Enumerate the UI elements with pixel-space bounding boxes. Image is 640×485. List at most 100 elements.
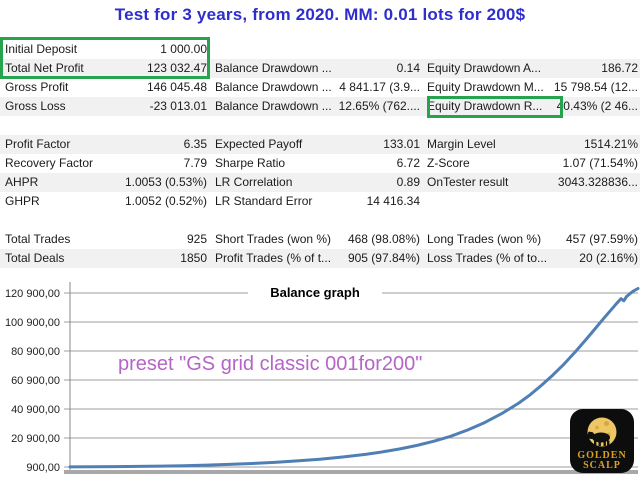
- stats-cell: Profit Trades (% of t... 905 (97.84%): [215, 249, 423, 268]
- y-tick-label: 80 900,00: [11, 346, 60, 358]
- stat-label: Profit Factor: [5, 137, 71, 151]
- stats-cell: GHPR 1.0052 (0.52%): [0, 192, 210, 211]
- stats-cell: Equity Drawdown R... 40.43% (2 46...: [427, 97, 640, 116]
- stat-value: 20 (2.16%): [579, 251, 638, 265]
- stat-value: 146 045.48: [146, 80, 207, 94]
- stats-cell: Loss Trades (% of to... 20 (2.16%): [427, 249, 640, 268]
- stat-label: Equity Drawdown R...: [427, 99, 543, 113]
- chart-gridlines: [64, 292, 638, 468]
- stats-cell: Margin Level 1514.21%: [427, 135, 640, 154]
- stats-row: Recovery Factor 7.79 Sharpe Ratio 6.72 Z-Sco…: [0, 154, 640, 173]
- stats-row: Total Deals 1850 Profit Trades (% of t... 9…: [0, 249, 640, 268]
- stats-section-ratios: Profit Factor 6.35 Expected Payoff 133.01 Ma…: [0, 135, 640, 211]
- chart-tick-labels: 120 900,00 100 900,00 80 900,00 60 900,00 40…: [5, 288, 60, 474]
- stats-cell: Gross Profit 146 045.48: [0, 78, 210, 97]
- stats-cell: LR Standard Error 14 416.34: [215, 192, 423, 211]
- stats-cell: [427, 192, 640, 211]
- stat-label: Initial Deposit: [5, 42, 78, 56]
- stat-label: Total Net Profit: [5, 61, 84, 75]
- stat-value: 905 (97.84%): [347, 251, 420, 265]
- stat-value: 1514.21%: [583, 137, 638, 151]
- stats-row: Gross Profit 146 045.48 Balance Drawdown .…: [0, 78, 640, 97]
- stat-label: Loss Trades (% of to...: [427, 251, 548, 265]
- y-tick-label: 60 900,00: [11, 375, 60, 387]
- stats-row: GHPR 1.0052 (0.52%) LR Standard Error 14 41…: [0, 192, 640, 211]
- stat-label: Equity Drawdown M...: [427, 80, 544, 94]
- stats-cell: Expected Payoff 133.01: [215, 135, 423, 154]
- stat-value: 1850: [180, 251, 207, 265]
- stat-label: Sharpe Ratio: [215, 156, 286, 170]
- stats-row: Total Net Profit 123 032.47 Balance Drawdo…: [0, 59, 640, 78]
- stat-label: GHPR: [5, 194, 40, 208]
- bear-icon: [587, 431, 610, 446]
- stat-label: Long Trades (won %): [427, 232, 542, 246]
- stats-cell: Balance Drawdown ... 12.65% (762....: [215, 97, 423, 116]
- y-tick-label: 120 900,00: [5, 288, 60, 300]
- stats-row: AHPR 1.0053 (0.53%) LR Correlation 0.89 OnTe…: [0, 173, 640, 192]
- stat-value: 15 798.54 (12...: [553, 80, 638, 94]
- stat-value: 123 032.47: [146, 61, 207, 75]
- stat-value: 0.89: [396, 175, 420, 189]
- stats-row: Initial Deposit 1 000.00: [0, 40, 640, 59]
- stats-cell: Sharpe Ratio 6.72: [215, 154, 423, 173]
- stat-label: Total Deals: [5, 251, 65, 265]
- stats-cell: Short Trades (won %) 468 (98.08%): [215, 230, 423, 249]
- stats-cell: Total Net Profit 123 032.47: [0, 59, 210, 78]
- stats-cell: Recovery Factor 7.79: [0, 154, 210, 173]
- balance-chart-svg: 120 900,00 100 900,00 80 900,00 60 900,00 40…: [5, 282, 640, 474]
- stats-section-profit: Initial Deposit 1 000.00 Total Net Profit 1…: [0, 40, 640, 116]
- stat-value: 1.0052 (0.52%): [124, 194, 207, 208]
- stat-label: Short Trades (won %): [215, 232, 332, 246]
- x-axis-baseline: [64, 470, 638, 474]
- stat-value: 12.65% (762....: [338, 99, 420, 113]
- y-tick-label: 100 900,00: [5, 317, 60, 329]
- stats-cell: Gross Loss -23 013.01: [0, 97, 210, 116]
- chart-title-backing: [248, 286, 382, 300]
- y-tick-label: 20 900,00: [11, 433, 60, 445]
- stat-value: 1.07 (71.54%): [562, 156, 638, 170]
- balance-line-series: [68, 287, 640, 469]
- stats-row: Total Trades 925 Short Trades (won %) 468 (…: [0, 230, 640, 249]
- stats-section-trades: Total Trades 925 Short Trades (won %) 468 (…: [0, 230, 640, 268]
- golden-scalp-logo: GOLDEN SCALP: [570, 409, 634, 473]
- stats-cell: Profit Factor 6.35: [0, 135, 210, 154]
- stat-label: LR Standard Error: [215, 194, 313, 208]
- chart-title: Balance graph: [270, 285, 360, 300]
- preset-annotation: preset "GS grid classic 001for200": [118, 353, 423, 375]
- stat-value: 1.0053 (0.53%): [124, 175, 207, 189]
- stat-label: OnTester result: [427, 175, 509, 189]
- stats-cell: Z-Score 1.07 (71.54%): [427, 154, 640, 173]
- stat-value: 0.14: [396, 61, 420, 75]
- stat-label: AHPR: [5, 175, 39, 189]
- logo-text-line2: SCALP: [583, 460, 621, 471]
- stat-value: 133.01: [383, 137, 420, 151]
- stats-cell: Initial Deposit 1 000.00: [0, 40, 210, 59]
- stats-cell: [215, 40, 423, 59]
- y-tick-label: 900,00: [26, 462, 60, 474]
- stat-label: Gross Profit: [5, 80, 69, 94]
- stat-value: 6.35: [183, 137, 207, 151]
- y-tick-label: 40 900,00: [11, 404, 60, 416]
- stat-label: Balance Drawdown ...: [215, 61, 332, 75]
- stats-cell: Total Deals 1850: [0, 249, 210, 268]
- stat-value: 457 (97.59%): [565, 232, 638, 246]
- stat-label: Balance Drawdown ...: [215, 99, 332, 113]
- stat-label: Gross Loss: [5, 99, 66, 113]
- stat-value: 6.72: [396, 156, 420, 170]
- stat-label: Z-Score: [427, 156, 470, 170]
- stats-cell: Long Trades (won %) 457 (97.59%): [427, 230, 640, 249]
- stat-value: 186.72: [601, 61, 638, 75]
- stats-cell: [427, 40, 640, 59]
- stat-value: 468 (98.08%): [347, 232, 420, 246]
- stat-value: 1 000.00: [160, 42, 207, 56]
- stat-label: LR Correlation: [215, 175, 293, 189]
- stat-value: 40.43% (2 46...: [556, 99, 638, 113]
- stat-label: Equity Drawdown A...: [427, 61, 542, 75]
- stat-label: Expected Payoff: [215, 137, 303, 151]
- stats-row: Gross Loss -23 013.01 Balance Drawdown ...…: [0, 97, 640, 116]
- stat-value: 7.79: [183, 156, 207, 170]
- logo-text-line1: GOLDEN: [577, 450, 626, 461]
- stats-cell: Equity Drawdown A... 186.72: [427, 59, 640, 78]
- balance-chart: 120 900,00 100 900,00 80 900,00 60 900,00 40…: [0, 278, 640, 480]
- stat-label: Balance Drawdown ...: [215, 80, 332, 94]
